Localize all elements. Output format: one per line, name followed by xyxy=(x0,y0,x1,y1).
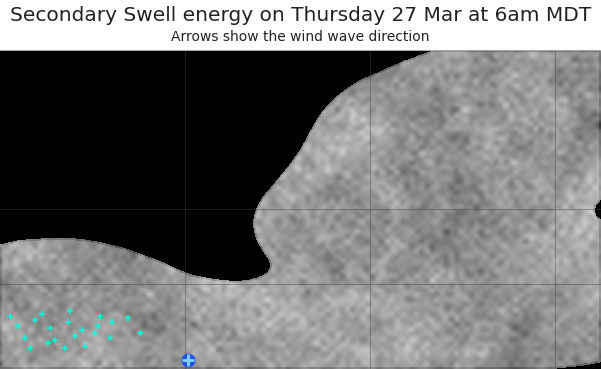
Point xyxy=(183,357,193,363)
Text: Secondary Swell energy on Thursday 27 Mar at 6am MDT: Secondary Swell energy on Thursday 27 Ma… xyxy=(10,6,591,25)
Text: Arrows show the wind wave direction: Arrows show the wind wave direction xyxy=(171,30,430,44)
